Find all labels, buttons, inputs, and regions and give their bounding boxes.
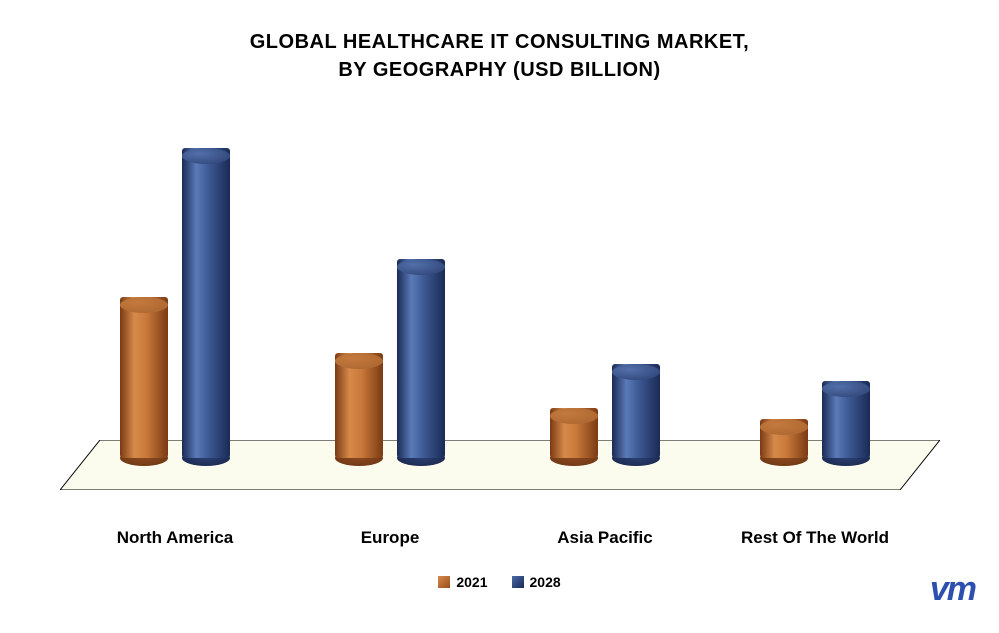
legend-label: 2021 xyxy=(456,574,487,590)
legend: 2021 2028 xyxy=(0,574,999,591)
legend-item: 2021 xyxy=(438,574,487,590)
chart-area: North AmericaEuropeAsia PacificRest Of T… xyxy=(60,130,940,490)
bar-cylinder xyxy=(335,361,383,466)
bar-cylinder xyxy=(822,389,870,467)
chart-title-line2: BY GEOGRAPHY (USD BILLION) xyxy=(0,56,999,84)
legend-swatch xyxy=(512,576,524,588)
category-label: Europe xyxy=(290,528,490,548)
bar-cylinder xyxy=(760,427,808,466)
bar-cylinder xyxy=(612,372,660,466)
bar-cylinder xyxy=(550,416,598,466)
bar-cylinder xyxy=(120,305,168,466)
legend-swatch xyxy=(438,576,450,588)
chart-title-line1: GLOBAL HEALTHCARE IT CONSULTING MARKET, xyxy=(0,28,999,56)
category-label: Asia Pacific xyxy=(505,528,705,548)
legend-label: 2028 xyxy=(530,574,561,590)
brand-logo: vm xyxy=(930,570,975,609)
category-label: North America xyxy=(75,528,275,548)
bar-cylinder xyxy=(182,156,230,466)
bar-cylinder xyxy=(397,267,445,466)
legend-item: 2028 xyxy=(512,574,561,590)
category-label: Rest Of The World xyxy=(715,528,915,548)
